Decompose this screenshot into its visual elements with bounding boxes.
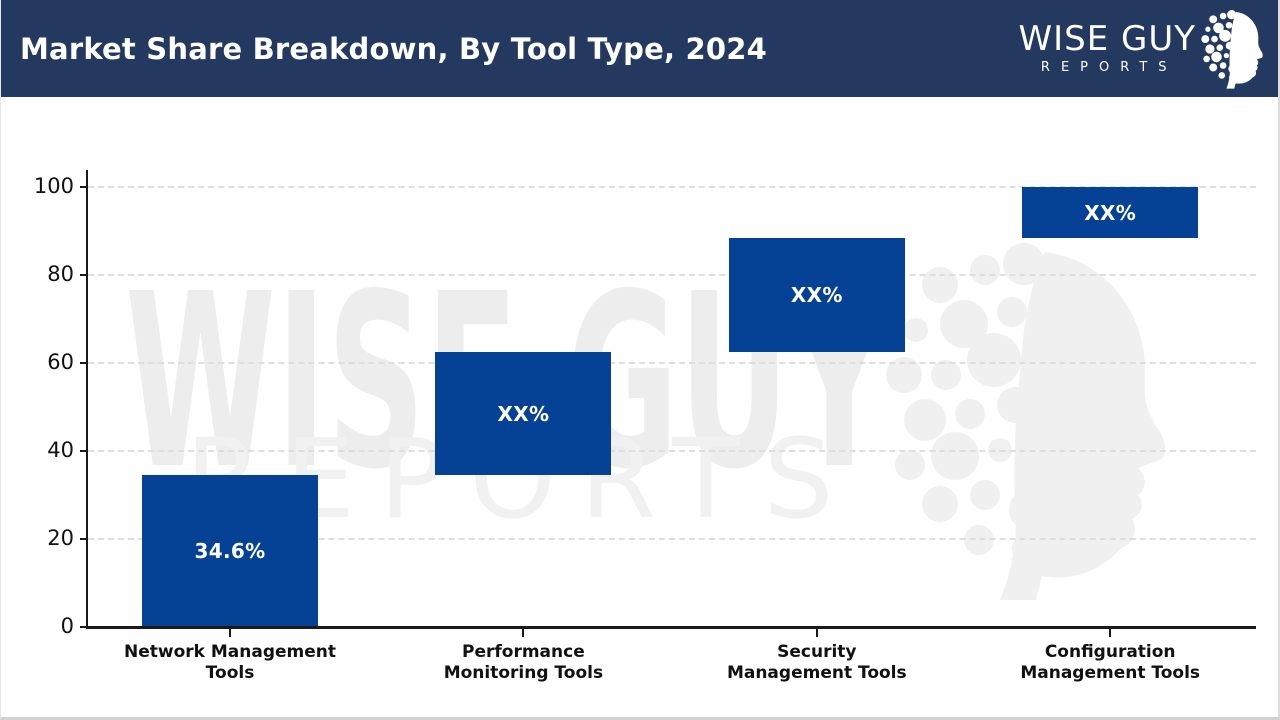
y-tick-label: 60 xyxy=(47,350,74,374)
x-category-label-line: Configuration xyxy=(1044,642,1176,662)
y-tick-label: 100 xyxy=(33,174,74,198)
y-tick-label: 20 xyxy=(47,526,74,550)
bar: XX% xyxy=(728,238,905,353)
logo-subtext: REPORTS xyxy=(1040,60,1178,75)
y-tick xyxy=(80,626,88,628)
x-category-label-line: Monitoring Tools xyxy=(443,663,604,683)
gridline xyxy=(88,450,1256,452)
y-tick xyxy=(80,274,88,276)
x-tick xyxy=(815,627,818,637)
gridline xyxy=(88,274,1256,276)
y-tick xyxy=(80,538,88,540)
x-category-label-line: Performance xyxy=(462,642,585,662)
gridline xyxy=(88,362,1256,364)
bar-value-label: XX% xyxy=(790,283,843,308)
bar-value-label: XX% xyxy=(1084,200,1137,225)
gridline xyxy=(88,538,1256,540)
y-tick-label: 40 xyxy=(47,438,74,462)
y-axis-line xyxy=(86,170,88,629)
x-tick xyxy=(229,627,231,637)
x-tick xyxy=(1109,627,1112,637)
brand-logo: WISE GUY REPORTS xyxy=(1018,8,1280,90)
gridline xyxy=(88,186,1256,188)
y-tick xyxy=(80,186,88,188)
bar-value-label: XX% xyxy=(497,401,550,426)
y-tick xyxy=(80,450,88,452)
x-category-label: Configuration Management Tools xyxy=(960,642,1260,684)
y-tick xyxy=(80,362,88,364)
logo-wordmark-block: WISE GUY REPORTS xyxy=(1018,22,1196,75)
y-tick-label: 80 xyxy=(47,262,74,286)
x-tick xyxy=(522,627,525,637)
x-category-label-line: Security xyxy=(777,642,857,662)
y-tick-label: 0 xyxy=(60,614,74,638)
x-axis-line xyxy=(86,626,1256,629)
plot-area: 0 20 40 60 80 100 34.6% Network Management Tools… xyxy=(0,97,1280,720)
bar: XX% xyxy=(435,352,612,475)
bar: XX% xyxy=(1022,187,1199,239)
x-category-label-line: Management Tools xyxy=(1020,663,1201,683)
header-bar: Market Share Breakdown, By Tool Type, 20… xyxy=(0,0,1280,97)
x-category-label: Security Management Tools xyxy=(667,642,967,684)
x-category-label-line: Management Tools xyxy=(726,663,907,683)
logo-wordmark: WISE GUY xyxy=(1018,19,1196,59)
x-category-label: Network Management Tools xyxy=(80,642,380,684)
dotted-head-icon xyxy=(1201,9,1263,89)
bar-value-label: 34.6% xyxy=(194,538,266,563)
x-category-label-line: Network Management xyxy=(123,642,336,662)
page-title: Market Share Breakdown, By Tool Type, 20… xyxy=(20,31,768,66)
x-category-label-line: Tools xyxy=(205,663,255,683)
bar: 34.6% xyxy=(142,474,318,627)
x-category-label: Performance Monitoring Tools xyxy=(373,642,673,684)
